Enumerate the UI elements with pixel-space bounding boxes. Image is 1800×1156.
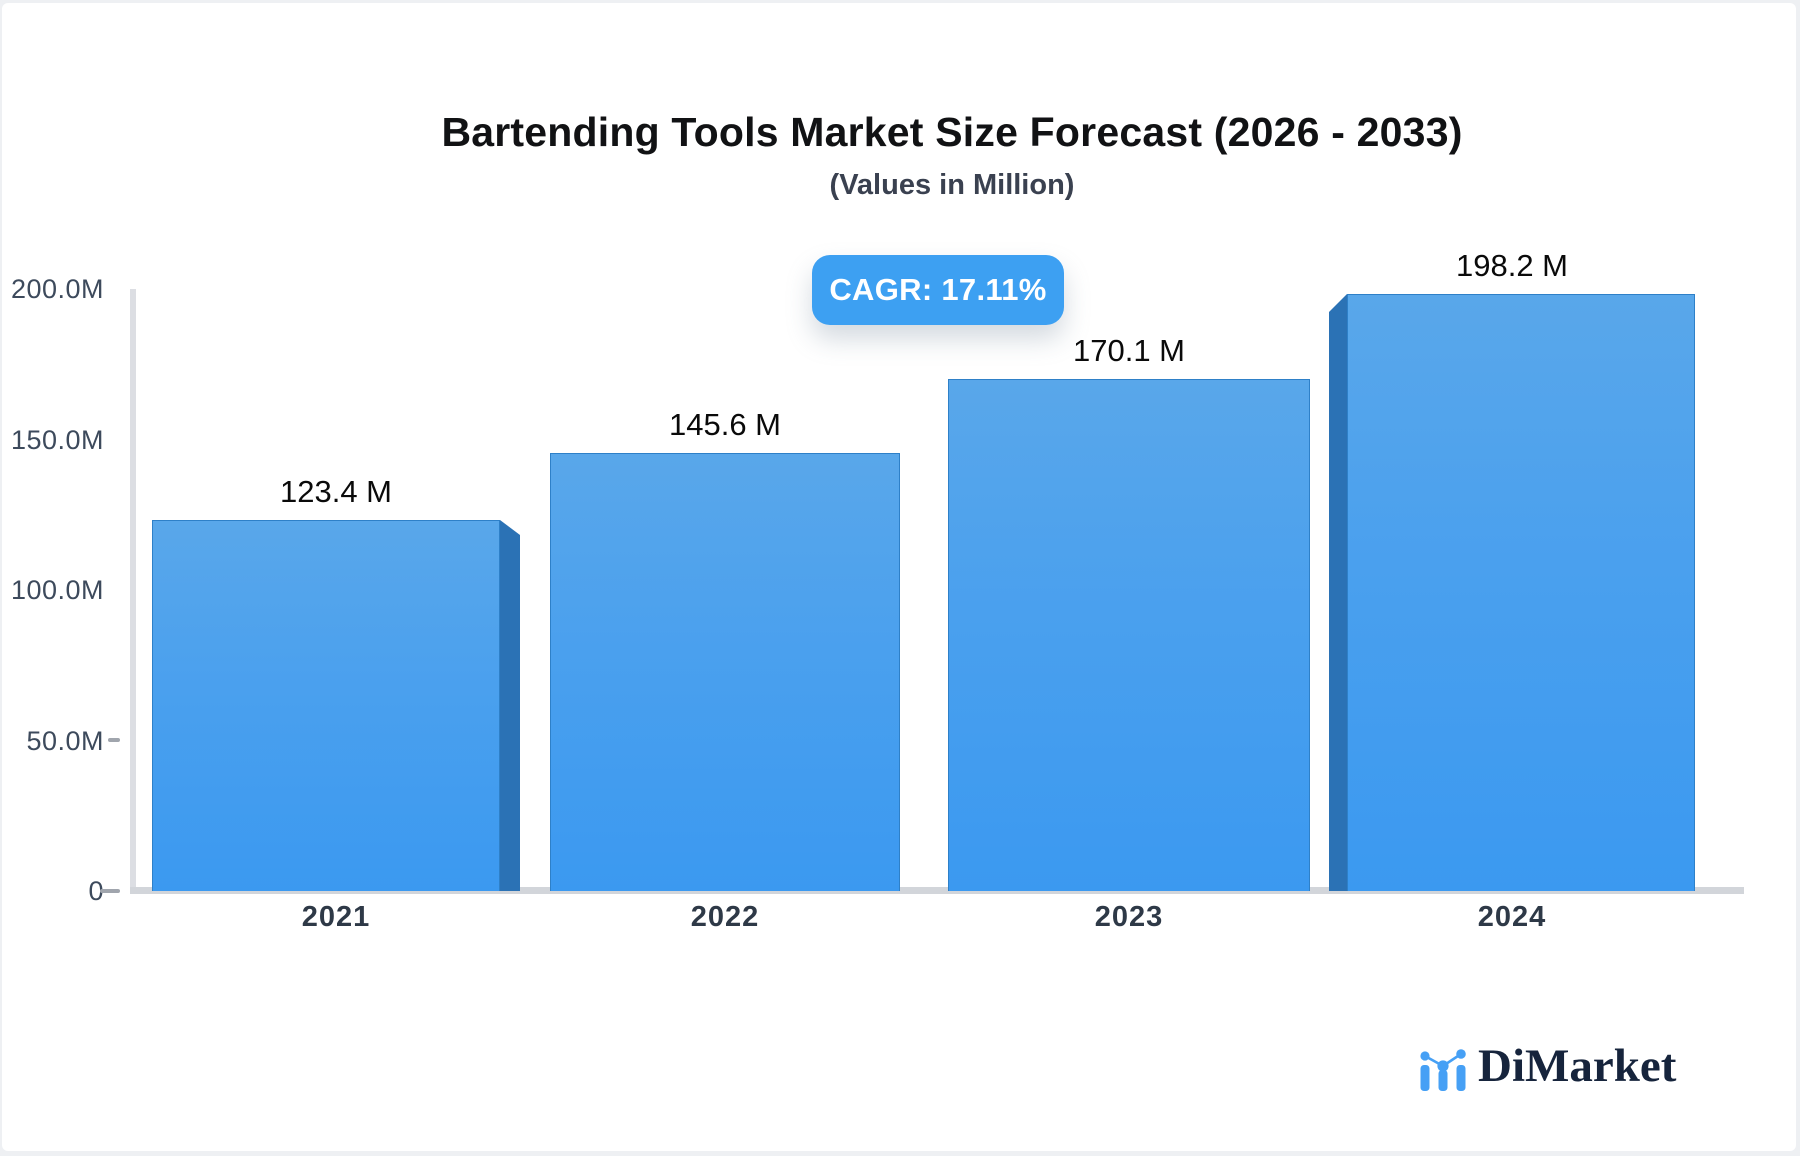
brand-logo-text: DiMarket <box>1478 1040 1677 1092</box>
y-axis-line <box>130 289 136 891</box>
mini-bar-chart-icon <box>1420 1049 1466 1091</box>
bar-2024 <box>1347 294 1695 891</box>
x-axis-baseline <box>130 887 1744 894</box>
bar-2021 <box>152 520 500 891</box>
cagr-badge: CAGR: 17.11% <box>812 255 1064 325</box>
x-tick-label: 2022 <box>690 901 760 933</box>
bar-3d-side <box>500 520 520 891</box>
x-tick-label: 2021 <box>301 901 371 933</box>
bar-value-label: 198.2 M <box>1455 248 1568 283</box>
chart-subtitle: (Values in Million) <box>829 169 1075 201</box>
brand-logo: DiMarket <box>1418 1041 1676 1091</box>
chart-card: Bartending Tools Market Size Forecast (2… <box>2 3 1796 1151</box>
bar-3d-side <box>1329 294 1347 891</box>
y-tick-mark <box>108 738 120 742</box>
bar-2022 <box>550 453 900 891</box>
bar-value-label: 145.6 M <box>668 407 781 442</box>
y-tick-label: 100.0M <box>10 575 104 605</box>
y-tick-label: 50.0M <box>26 725 104 756</box>
y-tick-label: 150.0M <box>10 424 104 455</box>
x-tick-label: 2024 <box>1477 901 1547 933</box>
y-tick-label: 200.0M <box>10 274 104 304</box>
x-tick-label: 2023 <box>1094 901 1164 933</box>
bar-value-label: 123.4 M <box>279 474 392 509</box>
page-title: Bartending Tools Market Size Forecast (2… <box>441 109 1463 155</box>
bar-2023 <box>948 379 1310 891</box>
y-tick-label: 0 <box>88 876 104 906</box>
y-tick-mark <box>100 889 120 893</box>
bar-value-label: 170.1 M <box>1072 333 1185 368</box>
